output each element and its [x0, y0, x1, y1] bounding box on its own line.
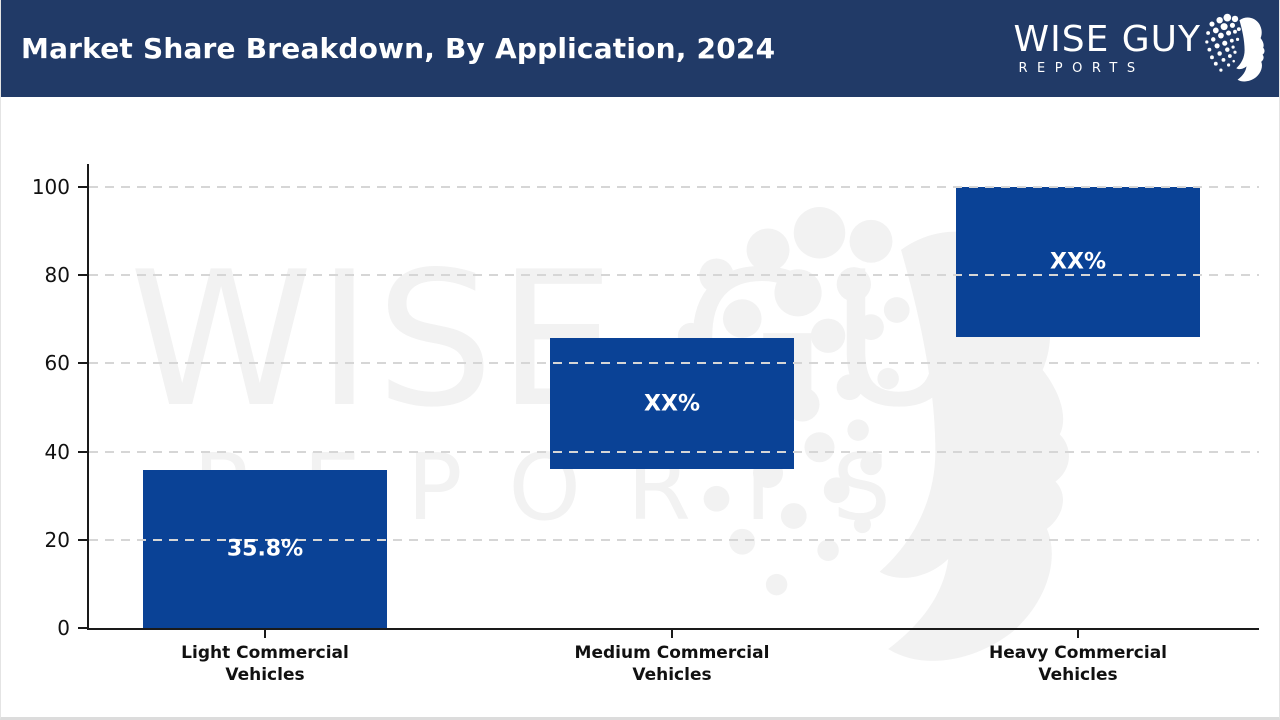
page-title: Market Share Breakdown, By Application, … — [21, 32, 776, 65]
x-axis-tick — [1077, 630, 1079, 638]
y-axis-tick — [78, 627, 87, 629]
y-axis-tick — [78, 362, 87, 365]
gridline — [89, 450, 1259, 453]
x-axis-tick — [264, 630, 266, 638]
logo-wordmark-line1: WISE GUY — [1013, 19, 1201, 60]
gridline — [89, 274, 1259, 277]
bar — [143, 470, 387, 628]
gridline — [89, 186, 1259, 188]
bar-value-label: XX% — [1050, 249, 1106, 275]
y-axis-spine — [87, 164, 89, 630]
logo-wordmark-line2: REPORTS — [1018, 61, 1145, 76]
y-axis-tick — [78, 538, 87, 541]
x-axis-spine — [87, 628, 1259, 630]
category-label: Heavy Commercial Vehicles — [948, 642, 1208, 686]
y-axis-tick-label: 20 — [44, 527, 70, 552]
y-axis-tick-label: 0 — [57, 616, 70, 640]
logo-face-icon — [1203, 12, 1267, 86]
x-axis-tick — [671, 630, 673, 638]
y-axis-tick — [78, 186, 87, 188]
bar-value-label: XX% — [644, 391, 700, 417]
y-axis-tick-label: 40 — [44, 439, 70, 464]
bar-value-label: 35.8% — [226, 536, 304, 562]
y-axis-tick — [78, 274, 87, 277]
y-axis-tick-label: 100 — [31, 175, 70, 199]
logo-wordmark: WISE GUY REPORTS — [1013, 19, 1202, 76]
header: Market Share Breakdown, By Application, … — [1, 0, 1279, 97]
y-axis-tick — [78, 450, 87, 453]
category-label: Medium Commercial Vehicles — [542, 642, 802, 686]
category-label: Light Commercial Vehicles — [135, 642, 395, 686]
category-label-line: Light Commercial — [181, 643, 349, 663]
y-axis-tick-label: 60 — [44, 351, 70, 376]
category-label-line: Heavy Commercial — [988, 643, 1167, 663]
chart-area: WISE GUY REPORTS 35.8% Light Commercial Ve… — [1, 97, 1279, 717]
plot: 35.8% Light Commercial Vehicles XX% Medium C… — [1, 97, 1279, 717]
gridline — [89, 362, 1259, 365]
category-label-line: Vehicles — [225, 665, 305, 686]
category-label-line: Vehicles — [632, 665, 712, 686]
brand-logo: WISE GUY REPORTS — [1014, 12, 1268, 86]
category-label-line: Vehicles — [1038, 665, 1118, 686]
y-axis-tick-label: 80 — [44, 263, 70, 288]
category-label-line: Medium Commercial — [574, 643, 770, 663]
